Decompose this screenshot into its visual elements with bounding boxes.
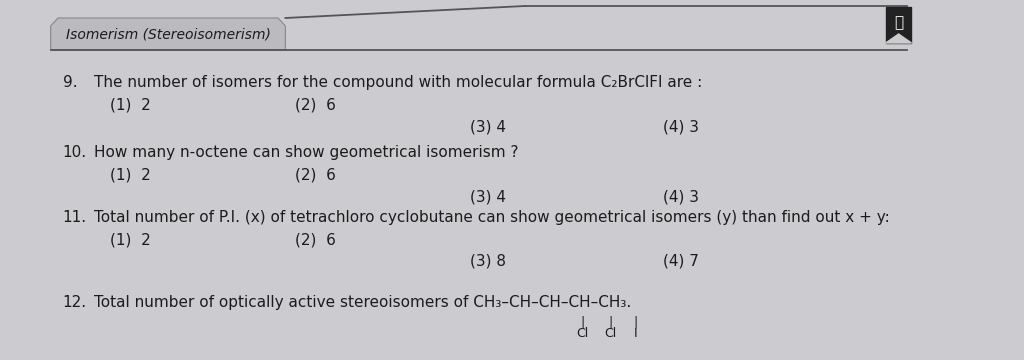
Text: (1)  2: (1) 2: [111, 167, 152, 182]
Text: Isomerism (Stereoisomerism): Isomerism (Stereoisomerism): [66, 27, 270, 41]
Polygon shape: [886, 34, 911, 43]
Polygon shape: [50, 18, 286, 50]
Text: (4) 3: (4) 3: [663, 189, 699, 204]
Text: (3) 4: (3) 4: [470, 119, 506, 134]
Text: How many n-octene can show geometrical isomerism ?: How many n-octene can show geometrical i…: [94, 145, 518, 160]
Text: (1)  2: (1) 2: [111, 97, 152, 112]
Text: 12.: 12.: [62, 295, 87, 310]
Text: (1)  2: (1) 2: [111, 232, 152, 247]
Text: 11.: 11.: [62, 210, 87, 225]
Text: (4) 7: (4) 7: [663, 254, 698, 269]
Text: (4) 3: (4) 3: [663, 119, 699, 134]
Text: 9.: 9.: [62, 75, 77, 90]
Text: Cl: Cl: [604, 327, 616, 340]
Text: Cl: Cl: [577, 327, 589, 340]
Text: 10.: 10.: [62, 145, 87, 160]
Text: (2)  6: (2) 6: [295, 167, 336, 182]
Text: Total number of P.I. (x) of tetrachloro cyclobutane can show geometrical isomers: Total number of P.I. (x) of tetrachloro …: [94, 210, 890, 225]
Text: (3) 4: (3) 4: [470, 189, 506, 204]
Text: 八: 八: [894, 15, 903, 31]
Text: (2)  6: (2) 6: [295, 232, 336, 247]
Text: |: |: [608, 315, 612, 328]
Text: (2)  6: (2) 6: [295, 97, 336, 112]
Text: |: |: [633, 315, 637, 328]
Text: The number of isomers for the compound with molecular formula C₂BrClFI are :: The number of isomers for the compound w…: [94, 75, 702, 90]
Text: (3) 8: (3) 8: [470, 254, 506, 269]
Text: Total number of optically active stereoisomers of CH₃–CH–CH–CH–CH₃.: Total number of optically active stereoi…: [94, 295, 631, 310]
Bar: [886, 7, 911, 43]
Text: |: |: [581, 315, 585, 328]
Text: I: I: [634, 327, 637, 340]
